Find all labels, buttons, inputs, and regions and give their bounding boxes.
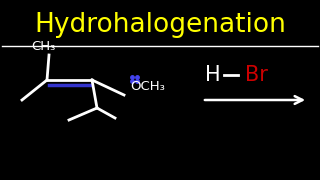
Text: CH₃: CH₃	[31, 39, 55, 53]
Text: Hydrohalogenation: Hydrohalogenation	[34, 12, 286, 38]
Text: OCH₃: OCH₃	[130, 80, 165, 93]
Text: H: H	[205, 65, 221, 85]
Text: Br: Br	[244, 65, 268, 85]
